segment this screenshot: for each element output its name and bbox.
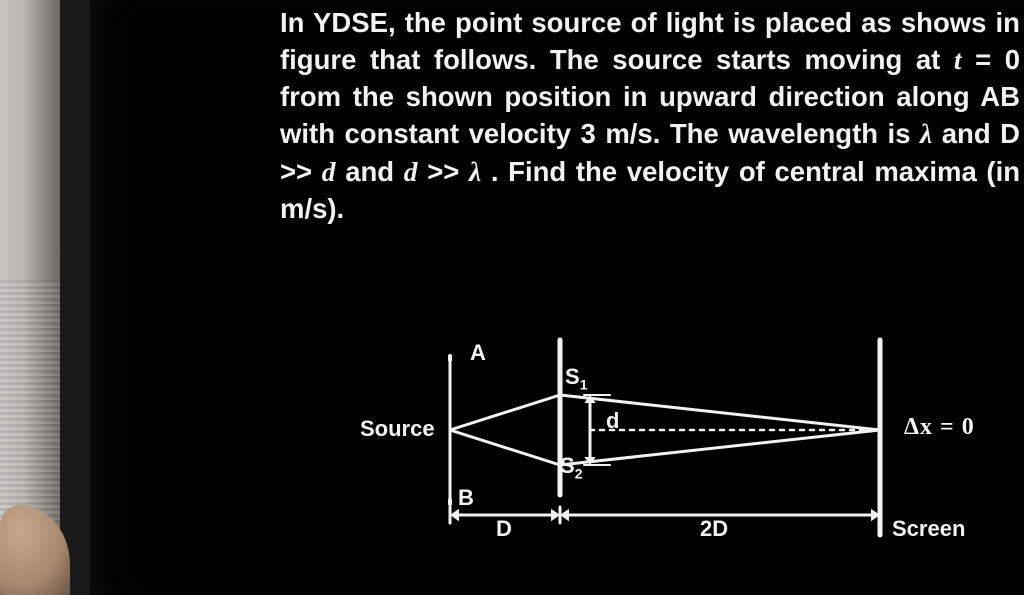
label-A: A [470, 340, 486, 366]
label-d: d [606, 408, 619, 434]
label-S2-sub: 2 [575, 465, 583, 481]
device-screen: In YDSE, the point source of light is pl… [90, 0, 1024, 595]
label-S1-sub: 1 [580, 376, 588, 392]
label-2D: 2D [700, 516, 728, 542]
label-S2-s: S [560, 453, 575, 478]
label-D: D [496, 516, 512, 542]
label-B: B [458, 485, 474, 511]
label-S1: S1 [565, 364, 587, 392]
problem-statement: In YDSE, the point source of light is pl… [280, 4, 1020, 227]
label-screen: Screen [892, 516, 965, 542]
label-S1-s: S [565, 364, 580, 389]
annotation-delta-x: Δx = 0 [904, 414, 975, 441]
ydse-diagram: A B Source S1 S2 d D 2D Screen Δx = 0 [350, 320, 990, 580]
label-S2: S2 [560, 453, 582, 481]
label-source: Source [360, 416, 435, 442]
